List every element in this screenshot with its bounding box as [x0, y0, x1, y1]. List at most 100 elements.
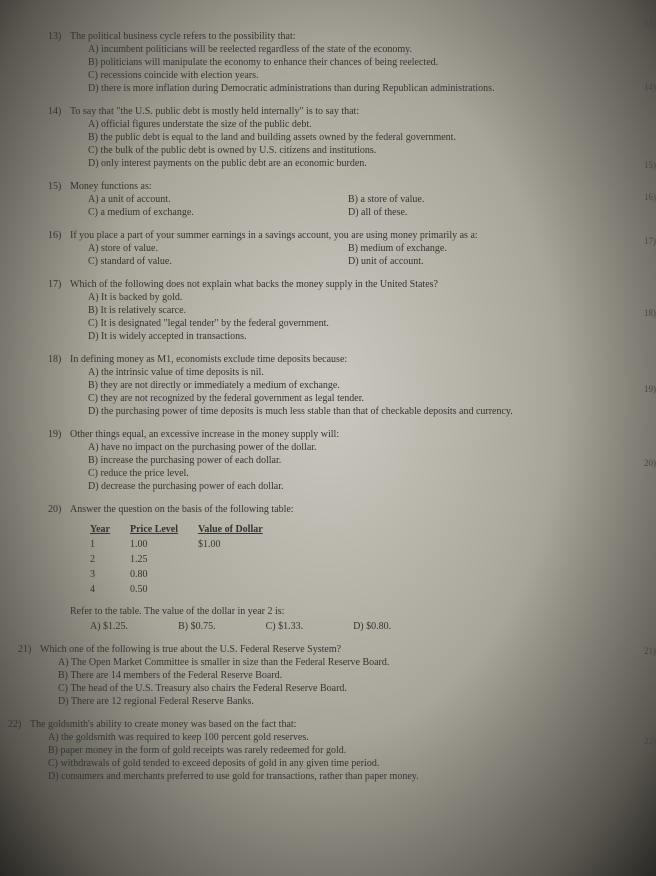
question-options: A) have no impact on the purchasing powe… — [70, 441, 616, 493]
question-number: 14) — [48, 105, 61, 118]
question-number: 22) — [8, 718, 21, 731]
question-stem: Which of the following does not explain … — [70, 278, 616, 291]
table-row: 4 0.50 — [80, 582, 273, 597]
option: D) It is widely accepted in transactions… — [88, 330, 616, 343]
question-options: A) incumbent politicians will be reelect… — [70, 43, 616, 95]
option: B) medium of exchange. — [348, 242, 616, 255]
option: A) have no impact on the purchasing powe… — [88, 441, 616, 454]
answer-blank: 20) — [644, 458, 656, 470]
question-stem: In defining money as M1, economists excl… — [70, 353, 616, 366]
answer-blank: 22) — [644, 736, 656, 748]
answer-blank: 15) — [644, 160, 656, 172]
option: D) $0.80. — [353, 620, 391, 633]
answer-blank: 14) — [644, 82, 656, 94]
answer-blank: 17) — [644, 236, 656, 248]
question-20: 20) Answer the question on the basis of … — [70, 503, 616, 633]
option: A) It is backed by gold. — [88, 291, 616, 304]
table-header: Value of Dollar — [188, 522, 273, 537]
option: D) There are 12 regional Federal Reserve… — [58, 695, 616, 708]
question-21: 21) Which one of the following is true a… — [40, 643, 616, 708]
option: A) the goldsmith was required to keep 10… — [48, 731, 616, 744]
question-options: A) the goldsmith was required to keep 10… — [30, 731, 616, 783]
option: C) withdrawals of gold tended to exceed … — [48, 757, 616, 770]
option: C) The head of the U.S. Treasury also ch… — [58, 682, 616, 695]
question-options: A) The Open Market Committee is smaller … — [40, 656, 616, 708]
option: A) $1.25. — [90, 620, 128, 633]
question-options: A) official figures understate the size … — [70, 118, 616, 170]
option: C) the bulk of the public debt is owned … — [88, 144, 616, 157]
table-row: 1 1.00 $1.00 — [80, 537, 273, 552]
question-number: 13) — [48, 30, 61, 43]
option: D) decrease the purchasing power of each… — [88, 480, 616, 493]
question-17: 17) Which of the following does not expl… — [70, 278, 616, 343]
option: A) a unit of account. — [88, 193, 348, 206]
question-number: 20) — [48, 503, 61, 516]
question-options: A) a unit of account. C) a medium of exc… — [70, 193, 616, 219]
question-stem: Answer the question on the basis of the … — [70, 503, 616, 516]
option: C) a medium of exchange. — [88, 206, 348, 219]
question-18: 18) In defining money as M1, economists … — [70, 353, 616, 418]
question-number: 17) — [48, 278, 61, 291]
option: B) they are not directly or immediately … — [88, 379, 616, 392]
option: C) $1.33. — [266, 620, 304, 633]
table-header: Price Level — [120, 522, 188, 537]
question-number: 18) — [48, 353, 61, 366]
question-stem: If you place a part of your summer earni… — [70, 229, 616, 242]
option: B) paper money in the form of gold recei… — [48, 744, 616, 757]
option: D) there is more inflation during Democr… — [88, 82, 616, 95]
option: A) store of value. — [88, 242, 348, 255]
question-number: 19) — [48, 428, 61, 441]
option: D) consumers and merchants preferred to … — [48, 770, 616, 783]
option: C) they are not recognized by the federa… — [88, 392, 616, 405]
question-16: 16) If you place a part of your summer e… — [70, 229, 616, 268]
question-stem: Other things equal, an excessive increas… — [70, 428, 616, 441]
option: D) the purchasing power of time deposits… — [88, 405, 616, 418]
option: B) There are 14 members of the Federal R… — [58, 669, 616, 682]
answer-blank: 18) — [644, 308, 656, 320]
option: D) only interest payments on the public … — [88, 157, 616, 170]
answer-blank: 16) — [644, 192, 656, 204]
option: A) The Open Market Committee is smaller … — [58, 656, 616, 669]
option: B) a store of value. — [348, 193, 616, 206]
option: C) It is designated "legal tender" by th… — [88, 317, 616, 330]
question-number: 15) — [48, 180, 61, 193]
option: A) official figures understate the size … — [88, 118, 616, 131]
answer-blank: 13) — [644, 18, 656, 30]
option: B) politicians will manipulate the econo… — [88, 56, 616, 69]
question-stem: The goldsmith's ability to create money … — [30, 718, 616, 731]
option: B) increase the purchasing power of each… — [88, 454, 616, 467]
option: D) all of these. — [348, 206, 616, 219]
data-table: Year Price Level Value of Dollar 1 1.00 … — [80, 522, 273, 597]
question-options: A) store of value. C) standard of value.… — [70, 242, 616, 268]
option: A) the intrinsic value of time deposits … — [88, 366, 616, 379]
question-options: A) It is backed by gold. B) It is relati… — [70, 291, 616, 343]
answer-blank: 21) — [644, 646, 656, 658]
table-header: Year — [80, 522, 120, 537]
question-14: 14) To say that "the U.S. public debt is… — [70, 105, 616, 170]
option: C) standard of value. — [88, 255, 348, 268]
refer-stem: Refer to the table. The value of the dol… — [70, 605, 616, 618]
question-number: 21) — [18, 643, 31, 656]
question-stem: Which one of the following is true about… — [40, 643, 616, 656]
question-22: 22) The goldsmith's ability to create mo… — [30, 718, 616, 783]
option: C) reduce the price level. — [88, 467, 616, 480]
question-stem: The political business cycle refers to t… — [70, 30, 616, 43]
question-15: 15) Money functions as: A) a unit of acc… — [70, 180, 616, 219]
question-stem: To say that "the U.S. public debt is mos… — [70, 105, 616, 118]
option: D) unit of account. — [348, 255, 616, 268]
option: B) $0.75. — [178, 620, 216, 633]
question-options: A) the intrinsic value of time deposits … — [70, 366, 616, 418]
option: B) the public debt is equal to the land … — [88, 131, 616, 144]
question-stem: Money functions as: — [70, 180, 616, 193]
worksheet-page: 13) 14) 15) 16) 17) 18) 19) 20) 21) 22) … — [20, 10, 646, 876]
answer-options-row: A) $1.25. B) $0.75. C) $1.33. D) $0.80. — [70, 620, 616, 633]
question-13: 13) The political business cycle refers … — [70, 30, 616, 95]
table-row: 3 0.80 — [80, 567, 273, 582]
option: C) recessions coincide with election yea… — [88, 69, 616, 82]
option: A) incumbent politicians will be reelect… — [88, 43, 616, 56]
option: B) It is relatively scarce. — [88, 304, 616, 317]
question-number: 16) — [48, 229, 61, 242]
question-19: 19) Other things equal, an excessive inc… — [70, 428, 616, 493]
answer-blank: 19) — [644, 384, 656, 396]
table-row: 2 1.25 — [80, 552, 273, 567]
